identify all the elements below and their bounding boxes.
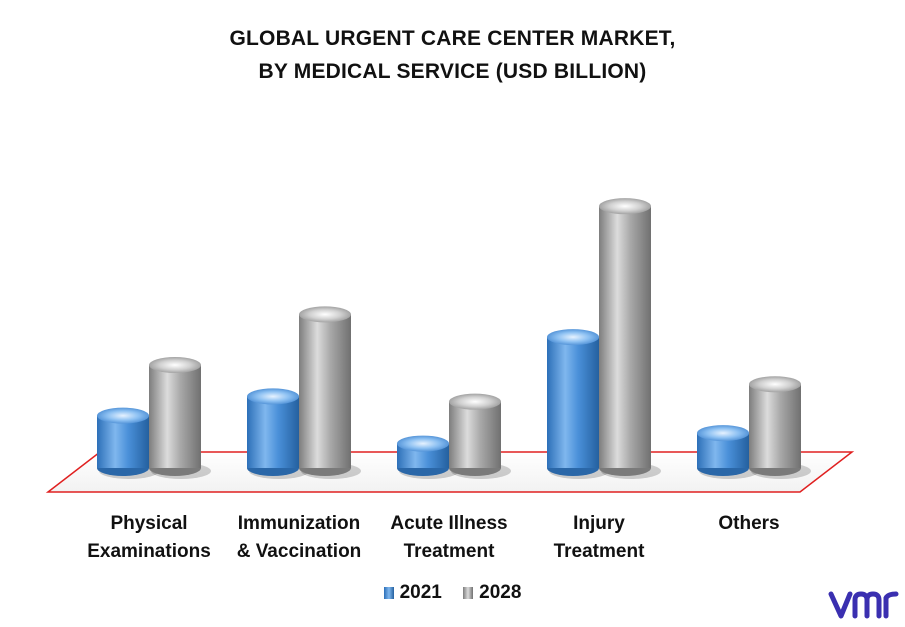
bars-layer	[97, 198, 811, 479]
chart-title: GLOBAL URGENT CARE CENTER MARKET, BY MED…	[0, 22, 905, 88]
bar-2028-4	[749, 376, 811, 479]
legend-item-2021: 2021	[383, 582, 442, 604]
legend-item-2028: 2028	[463, 582, 521, 604]
x-tick-label-0: Physical Examinations	[87, 513, 211, 562]
legend: 2021 2028	[0, 582, 905, 605]
x-tick-label-1: Immunization & Vaccination	[237, 513, 362, 562]
x-axis-labels: Physical Examinations Immunization & Vaccin…	[87, 513, 779, 562]
x-tick-label-3: Injury Treatment	[554, 513, 645, 562]
x-tick-label-4: Others	[718, 513, 779, 534]
bar-2021-0	[97, 407, 159, 479]
bar-2021-3	[547, 329, 609, 479]
chart-title-line-1: GLOBAL URGENT CARE CENTER MARKET,	[229, 27, 676, 50]
chart-title-line-2: BY MEDICAL SERVICE (USD BILLION)	[258, 60, 647, 83]
legend-swatch-2021	[383, 587, 394, 599]
legend-label-2028: 2028	[479, 582, 522, 603]
bar-2021-2	[397, 435, 459, 479]
bar-2021-1	[247, 388, 309, 479]
bar-2028-0	[149, 357, 211, 479]
x-tick-label-2: Acute Illness Treatment	[390, 513, 507, 562]
bar-2028-2	[449, 393, 511, 479]
bar-2028-3	[599, 198, 661, 479]
legend-swatch-2028	[463, 587, 474, 599]
legend-label-2021: 2021	[399, 582, 442, 603]
bar-2028-1	[299, 306, 361, 479]
vmr-logo-icon	[828, 591, 899, 619]
bar-2021-4	[697, 425, 759, 479]
